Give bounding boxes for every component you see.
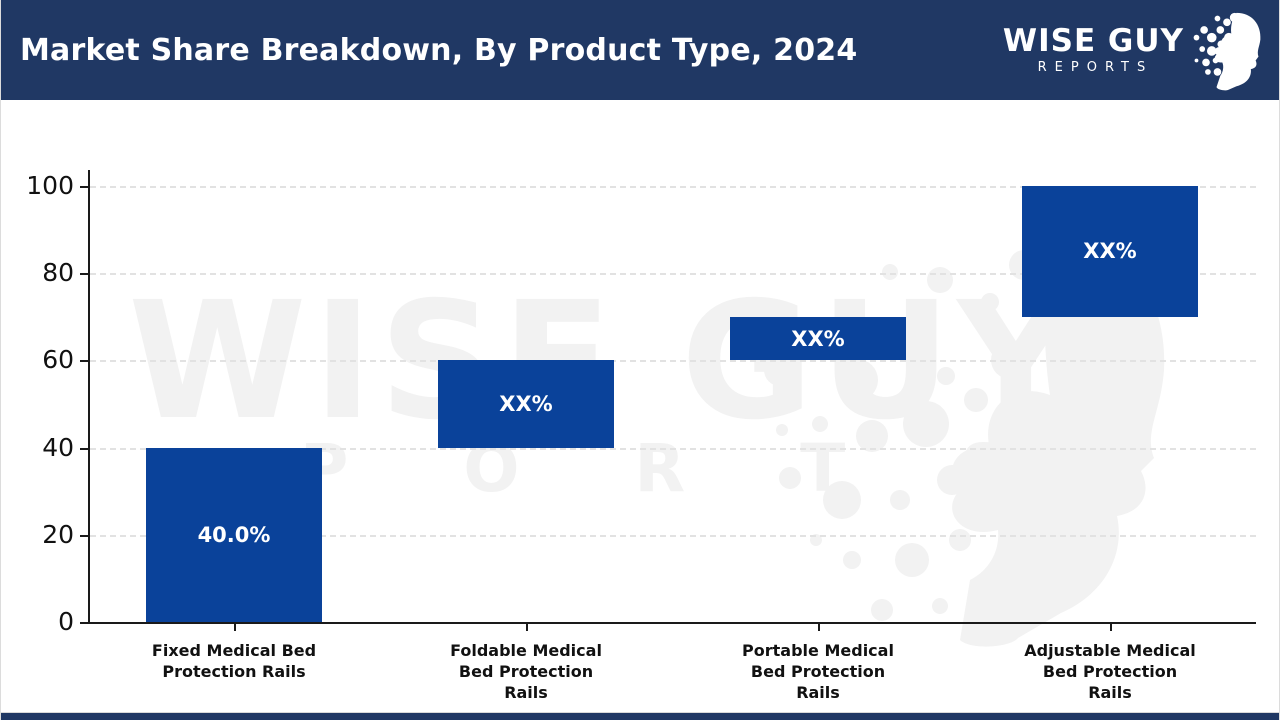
watermark-text-reports: P O R T S: [300, 430, 1054, 507]
bar-value-label: XX%: [1083, 239, 1137, 264]
category-label: Fixed Medical Bed Protection Rails: [151, 641, 317, 681]
brand-logo: WISE GUY REPORTS: [1003, 9, 1280, 91]
category-label: Adjustable Medical Bed Protection Rails: [1024, 641, 1196, 702]
x-tick-mark-1: [526, 624, 528, 631]
footer-brand-strip: [0, 713, 1280, 720]
y-tick-mark-100: [80, 186, 88, 188]
y-tick-label-40: 40: [42, 432, 74, 462]
x-tick-mark-2: [818, 624, 820, 631]
y-tick-mark-0: [80, 622, 88, 624]
category-label: Portable Medical Bed Protection Rails: [742, 641, 894, 702]
page-title: Market Share Breakdown, By Product Type,…: [20, 32, 858, 68]
header-banner: Market Share Breakdown, By Product Type,…: [0, 0, 1280, 100]
y-tick-mark-40: [80, 447, 88, 450]
bar-segment[interactable]: 40.0%: [146, 447, 322, 622]
gridline-20: [90, 534, 1256, 537]
y-tick-label-60: 60: [42, 345, 74, 375]
y-tick-mark-20: [80, 534, 88, 537]
brand-logo-reports: REPORTS: [1037, 60, 1154, 75]
bar-segment[interactable]: XX%: [438, 360, 614, 448]
bar-value-label: XX%: [499, 391, 553, 416]
category-label: Foldable Medical Bed Protection Rails: [450, 641, 602, 702]
bar-segment[interactable]: XX%: [730, 316, 906, 361]
x-tick-mark-3: [1110, 624, 1112, 631]
bar-segment[interactable]: XX%: [1022, 186, 1198, 317]
x-tick-mark-0: [234, 624, 236, 631]
gridline-80: [90, 273, 1256, 276]
gridline-60: [90, 360, 1256, 363]
bar-value-label: 40.0%: [197, 522, 271, 547]
y-tick-label-100: 100: [26, 171, 74, 200]
y-tick-mark-80: [80, 273, 88, 276]
y-tick-label-20: 20: [42, 519, 74, 549]
gridline-40: [90, 447, 1256, 450]
brand-logo-text: WISE GUY REPORTS: [1002, 23, 1184, 75]
watermark-dot-head-logo: [764, 221, 1165, 647]
y-tick-label-0: 0: [58, 607, 74, 636]
brand-logo-wiseguy: WISE GUY: [1002, 23, 1184, 59]
y-axis-line: [88, 170, 90, 622]
y-tick-mark-60: [80, 360, 88, 363]
x-axis-line: [88, 622, 1256, 624]
y-tick-label-80: 80: [42, 258, 74, 288]
bar-value-label: XX%: [791, 326, 845, 351]
footer-divider: [0, 712, 1280, 713]
gridline-100: [90, 186, 1256, 188]
brand-logo-head-icon: [1193, 12, 1261, 91]
